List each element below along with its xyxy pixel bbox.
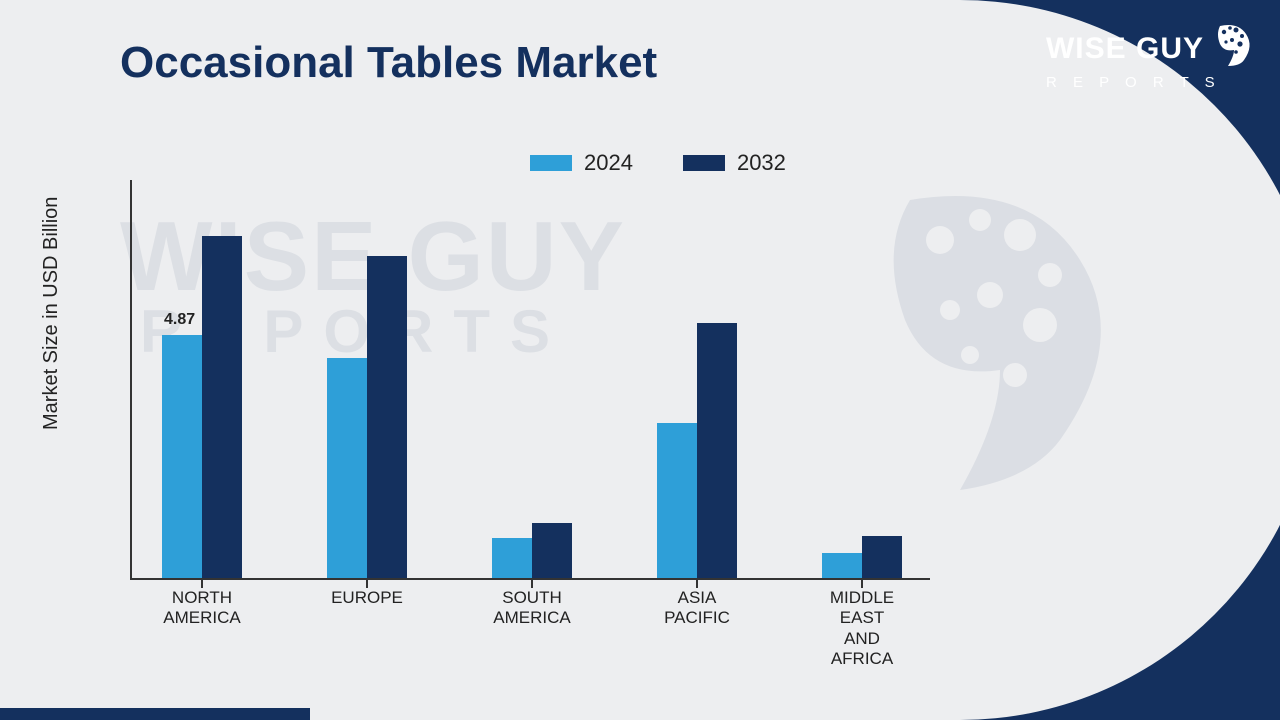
bar-group <box>492 523 592 578</box>
brand-head-icon <box>1210 22 1256 76</box>
legend-item-2024: 2024 <box>530 150 633 176</box>
x-tick <box>531 580 533 588</box>
bar-2032 <box>532 523 572 578</box>
bar-group <box>822 536 922 579</box>
chart-canvas: WISE GUY R E P O R T S Occasional Table <box>0 0 1280 720</box>
legend-swatch-2032 <box>683 155 725 171</box>
bar-2024 <box>822 553 862 578</box>
bar-2024 <box>657 423 697 578</box>
bar-chart: Market Size in USD Billion 2024 2032 4.8… <box>100 160 930 620</box>
legend-label-2024: 2024 <box>584 150 633 176</box>
bar-2024 <box>162 335 202 579</box>
x-tick <box>366 580 368 588</box>
x-axis-label: SOUTHAMERICA <box>467 588 597 629</box>
x-axis-label: EUROPE <box>302 588 432 608</box>
x-tick <box>201 580 203 588</box>
x-axis-label: NORTHAMERICA <box>137 588 267 629</box>
bar-2032 <box>862 536 902 579</box>
chart-legend: 2024 2032 <box>530 150 786 176</box>
brand-line2: R E P O R T S <box>1046 74 1256 91</box>
bottom-accent-bar <box>0 708 310 720</box>
y-axis-label: Market Size in USD Billion <box>40 197 63 430</box>
x-axis-label: MIDDLEEASTANDAFRICA <box>797 588 927 670</box>
legend-label-2032: 2032 <box>737 150 786 176</box>
legend-item-2032: 2032 <box>683 150 786 176</box>
x-axis-label: ASIAPACIFIC <box>632 588 762 629</box>
brand-logo: WISE GUY R E P O R T S <box>1046 22 1256 91</box>
legend-swatch-2024 <box>530 155 572 171</box>
plot-area: 4.87NORTHAMERICAEUROPESOUTHAMERICAASIAPA… <box>130 180 930 580</box>
x-tick <box>696 580 698 588</box>
bar-group <box>327 256 427 579</box>
bar-2032 <box>367 256 407 579</box>
bar-group <box>162 236 262 579</box>
x-tick <box>861 580 863 588</box>
bar-2024 <box>492 538 532 578</box>
brand-line1: WISE GUY <box>1046 32 1204 66</box>
bar-2032 <box>697 323 737 578</box>
bar-group <box>657 323 757 578</box>
bar-value-label: 4.87 <box>164 311 195 329</box>
bar-2024 <box>327 358 367 578</box>
bar-2032 <box>202 236 242 579</box>
chart-title: Occasional Tables Market <box>120 38 657 88</box>
